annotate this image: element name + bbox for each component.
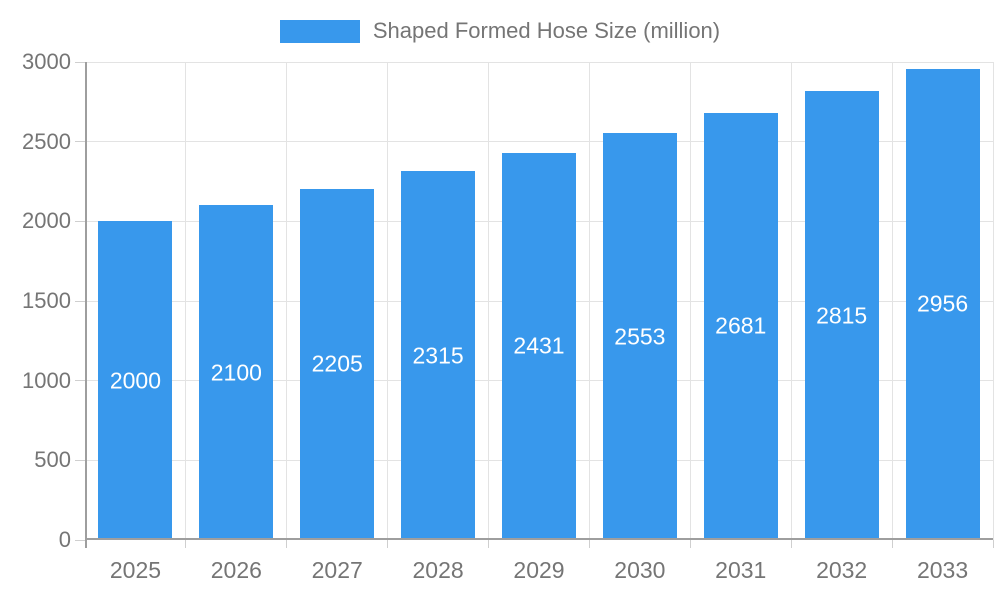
- x-tick-label: 2028: [412, 557, 464, 583]
- bar-value-label: 2315: [412, 342, 464, 369]
- gridline-vertical: [185, 62, 187, 540]
- x-tick-label: 2033: [916, 557, 969, 583]
- x-tick-label: 2026: [210, 557, 262, 583]
- gridline-vertical: [488, 62, 490, 540]
- x-tick-label: 2029: [513, 557, 565, 583]
- bar-value-label: 2681: [715, 312, 767, 339]
- bar[interactable]: 2431: [502, 152, 576, 540]
- legend-label: Shaped Formed Hose Size (million): [372, 18, 721, 43]
- y-tick-label: 3000: [22, 49, 71, 74]
- x-tick-label: 2032: [816, 557, 868, 583]
- bar[interactable]: 2956: [905, 69, 980, 540]
- y-tick-label: 500: [34, 447, 71, 473]
- y-axis-tick: [75, 61, 85, 63]
- y-axis-tick: [75, 300, 85, 302]
- x-axis-tick: [790, 540, 792, 548]
- bar-value-label: 2100: [210, 359, 262, 386]
- x-axis-tick: [488, 540, 490, 548]
- y-tick-label: 1000: [22, 367, 71, 393]
- y-tick-label: 2000: [22, 208, 71, 234]
- x-axis-tick: [185, 540, 187, 548]
- bar[interactable]: 2815: [804, 91, 879, 540]
- y-axis-tick: [75, 380, 85, 382]
- y-tick-label: 2500: [22, 128, 71, 154]
- gridline-vertical: [891, 62, 893, 540]
- bar-value-label: 2815: [816, 302, 868, 329]
- bar[interactable]: 2315: [401, 171, 476, 540]
- bar[interactable]: 2553: [602, 133, 677, 540]
- bar[interactable]: 2205: [300, 188, 375, 540]
- x-axis-tick: [891, 540, 893, 548]
- gridline-vertical: [387, 62, 389, 540]
- y-tick-label: 0: [58, 527, 71, 552]
- x-tick-label: 2027: [311, 557, 363, 583]
- bar[interactable]: 2681: [703, 112, 778, 540]
- x-axis-tick: [387, 540, 389, 548]
- legend[interactable]: Shaped Formed Hose Size (million): [0, 18, 1000, 44]
- x-axis-tick: [286, 540, 288, 548]
- gridline-vertical: [286, 62, 288, 540]
- gridline-horizontal: [85, 141, 993, 143]
- bar-value-label: 2000: [109, 367, 162, 394]
- bar-value-label: 2956: [916, 290, 969, 317]
- y-axis-tick: [75, 220, 85, 222]
- gridline-vertical: [992, 62, 994, 540]
- bar-value-label: 2205: [311, 350, 363, 377]
- gridline-vertical: [588, 62, 590, 540]
- x-tick-label: 2031: [715, 557, 767, 583]
- bar[interactable]: 2000: [98, 221, 173, 540]
- y-axis-tick: [75, 141, 85, 143]
- gridline-vertical: [790, 62, 792, 540]
- gridline-horizontal: [85, 61, 993, 63]
- bar-value-label: 2553: [614, 323, 666, 350]
- x-axis-tick: [689, 540, 691, 548]
- y-axis-tick: [75, 459, 85, 461]
- x-axis-tick: [588, 540, 590, 548]
- plot-area: 0 500 1000 1500 2000 2500 3000 2000 2100 2205 2315…: [22, 49, 994, 583]
- gridline-vertical: [689, 62, 691, 540]
- x-axis-tick: [992, 540, 994, 548]
- y-tick-label: 1500: [22, 288, 71, 313]
- y-axis-line: [85, 62, 87, 548]
- x-tick-label: 2030: [614, 557, 666, 583]
- y-axis-tick: [75, 539, 85, 541]
- x-tick-label: 2025: [109, 557, 162, 583]
- legend-swatch: [279, 19, 360, 43]
- bar[interactable]: 2100: [199, 205, 274, 540]
- x-axis-line: [85, 538, 993, 540]
- bar-value-label: 2431: [513, 332, 565, 359]
